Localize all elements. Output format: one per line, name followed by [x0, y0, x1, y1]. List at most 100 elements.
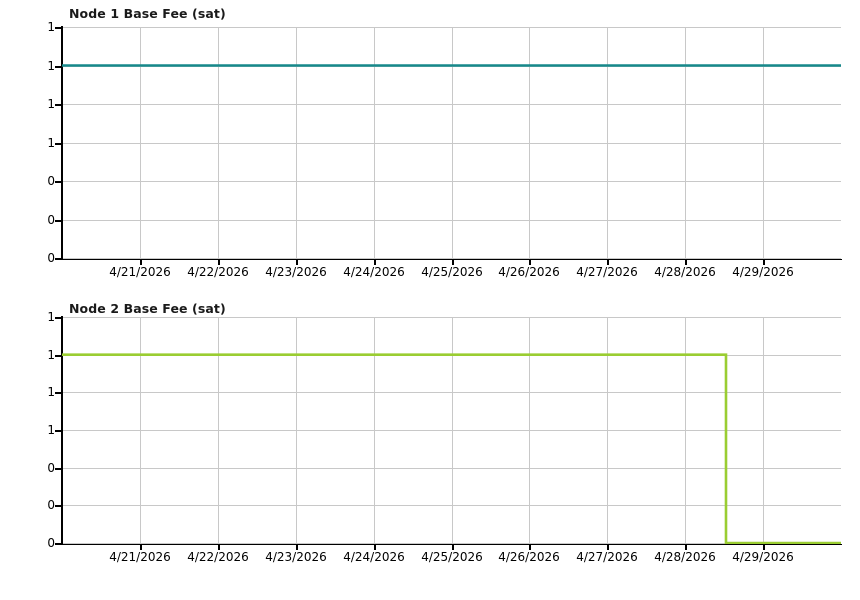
y-axis-tick-mark	[55, 27, 61, 29]
y-axis-tick-mark	[55, 181, 61, 183]
x-axis-tick-mark	[607, 544, 609, 550]
y-axis-tick-label: 1	[0, 311, 55, 323]
y-axis-tick-mark	[55, 258, 61, 260]
y-axis-tick-label-text: 0	[47, 498, 55, 512]
x-axis-tick-mark	[140, 259, 142, 265]
gridline-horizontal	[62, 181, 841, 182]
y-axis-tick-label-text: 1	[47, 310, 55, 324]
gridline-vertical	[607, 317, 608, 544]
x-axis-tick-label: 4/27/2026	[576, 550, 638, 564]
y-axis-tick-label-text: 0	[47, 251, 55, 265]
x-axis-tick-label: 4/27/2026	[576, 265, 638, 279]
x-axis-tick-label: 4/24/2026	[343, 265, 405, 279]
y-axis-tick-label-text: 0	[47, 461, 55, 475]
x-axis-tick-label: 4/22/2026	[187, 265, 249, 279]
x-axis-tick-label: 4/21/2026	[109, 550, 171, 564]
chart-2-title: Node 2 Base Fee (sat)	[69, 301, 226, 316]
x-axis-tick-mark	[607, 259, 609, 265]
gridline-vertical	[140, 27, 141, 259]
gridline-vertical	[763, 317, 764, 544]
x-axis-tick-mark	[218, 544, 220, 550]
y-axis-tick-label: 0	[0, 462, 55, 474]
y-axis-tick-label: 0	[0, 214, 55, 226]
gridline-horizontal	[62, 317, 841, 318]
x-axis-tick-mark	[529, 544, 531, 550]
gridline-vertical	[374, 27, 375, 259]
y-axis-tick-mark	[55, 505, 61, 507]
x-axis-tick-label: 4/23/2026	[265, 265, 327, 279]
x-axis-tick-mark	[296, 544, 298, 550]
y-axis-tick-mark	[55, 355, 61, 357]
x-axis-tick-label: 4/23/2026	[265, 550, 327, 564]
chart-1-title: Node 1 Base Fee (sat)	[69, 6, 226, 21]
x-axis-tick-mark	[374, 259, 376, 265]
y-axis-tick-mark	[55, 143, 61, 145]
y-axis-tick-label: 1	[0, 386, 55, 398]
gridline-vertical	[452, 27, 453, 259]
y-axis-tick-mark	[55, 543, 61, 545]
x-axis-tick-label: 4/28/2026	[654, 265, 716, 279]
y-axis-tick-mark	[55, 220, 61, 222]
y-axis-tick-label-text: 0	[47, 174, 55, 188]
x-axis-tick-label: 4/21/2026	[109, 265, 171, 279]
y-axis-tick-mark	[55, 66, 61, 68]
gridline-vertical	[218, 317, 219, 544]
y-axis-tick-mark	[55, 317, 61, 319]
x-axis-tick-label: 4/24/2026	[343, 550, 405, 564]
x-axis-tick-label: 4/25/2026	[421, 550, 483, 564]
y-axis-tick-label: 0	[0, 499, 55, 511]
gridline-vertical	[529, 27, 530, 259]
y-axis-tick-label: 1	[0, 137, 55, 149]
gridline-horizontal	[62, 143, 841, 144]
x-axis-tick-mark	[763, 544, 765, 550]
chart-1-x-axis-line	[61, 258, 842, 261]
y-axis-tick-label: 0	[0, 175, 55, 187]
y-axis-tick-mark	[55, 392, 61, 394]
gridline-vertical	[763, 27, 764, 259]
y-axis-tick-label: 0	[0, 537, 55, 549]
chart-2-x-axis-line	[61, 543, 842, 546]
x-axis-tick-mark	[763, 259, 765, 265]
y-axis-tick-label: 1	[0, 21, 55, 33]
x-axis-tick-label: 4/22/2026	[187, 550, 249, 564]
gridline-vertical	[529, 317, 530, 544]
y-axis-tick-label-text: 0	[47, 536, 55, 550]
y-axis-tick-label-text: 1	[47, 59, 55, 73]
chart-node-1-base-fee: Node 1 Base Fee (sat) 1 1 1 1 0 0 0 4/21/2026 4/…	[0, 0, 860, 295]
x-axis-tick-label: 4/25/2026	[421, 265, 483, 279]
y-axis-tick-label-text: 1	[47, 97, 55, 111]
x-axis-tick-mark	[452, 544, 454, 550]
gridline-horizontal	[62, 27, 841, 28]
y-axis-tick-mark	[55, 104, 61, 106]
y-axis-tick-label-text: 1	[47, 423, 55, 437]
gridline-vertical	[296, 317, 297, 544]
y-axis-tick-label-text: 0	[47, 213, 55, 227]
y-axis-tick-label-text: 1	[47, 385, 55, 399]
x-axis-tick-label: 4/26/2026	[498, 550, 560, 564]
y-axis-tick-label-text: 1	[47, 20, 55, 34]
x-axis-tick-label: 4/26/2026	[498, 265, 560, 279]
gridline-vertical	[296, 27, 297, 259]
gridline-vertical	[685, 27, 686, 259]
gridline-vertical	[607, 27, 608, 259]
x-axis-tick-label: 4/29/2026	[732, 265, 794, 279]
x-axis-tick-label: 4/29/2026	[732, 550, 794, 564]
gridline-horizontal	[62, 220, 841, 221]
x-axis-tick-mark	[452, 259, 454, 265]
x-axis-tick-label: 4/28/2026	[654, 550, 716, 564]
y-axis-tick-label: 1	[0, 60, 55, 72]
gridline-vertical	[374, 317, 375, 544]
y-axis-tick-mark	[55, 430, 61, 432]
chart-2-plot-area	[62, 317, 841, 544]
y-axis-tick-label-text: 1	[47, 136, 55, 150]
y-axis-tick-label-text: 1	[47, 348, 55, 362]
x-axis-tick-mark	[529, 259, 531, 265]
chart-1-plot-area	[62, 27, 841, 259]
x-axis-tick-mark	[685, 544, 687, 550]
x-axis-tick-mark	[374, 544, 376, 550]
x-axis-tick-mark	[140, 544, 142, 550]
x-axis-tick-mark	[296, 259, 298, 265]
x-axis-tick-mark	[685, 259, 687, 265]
gridline-vertical	[452, 317, 453, 544]
